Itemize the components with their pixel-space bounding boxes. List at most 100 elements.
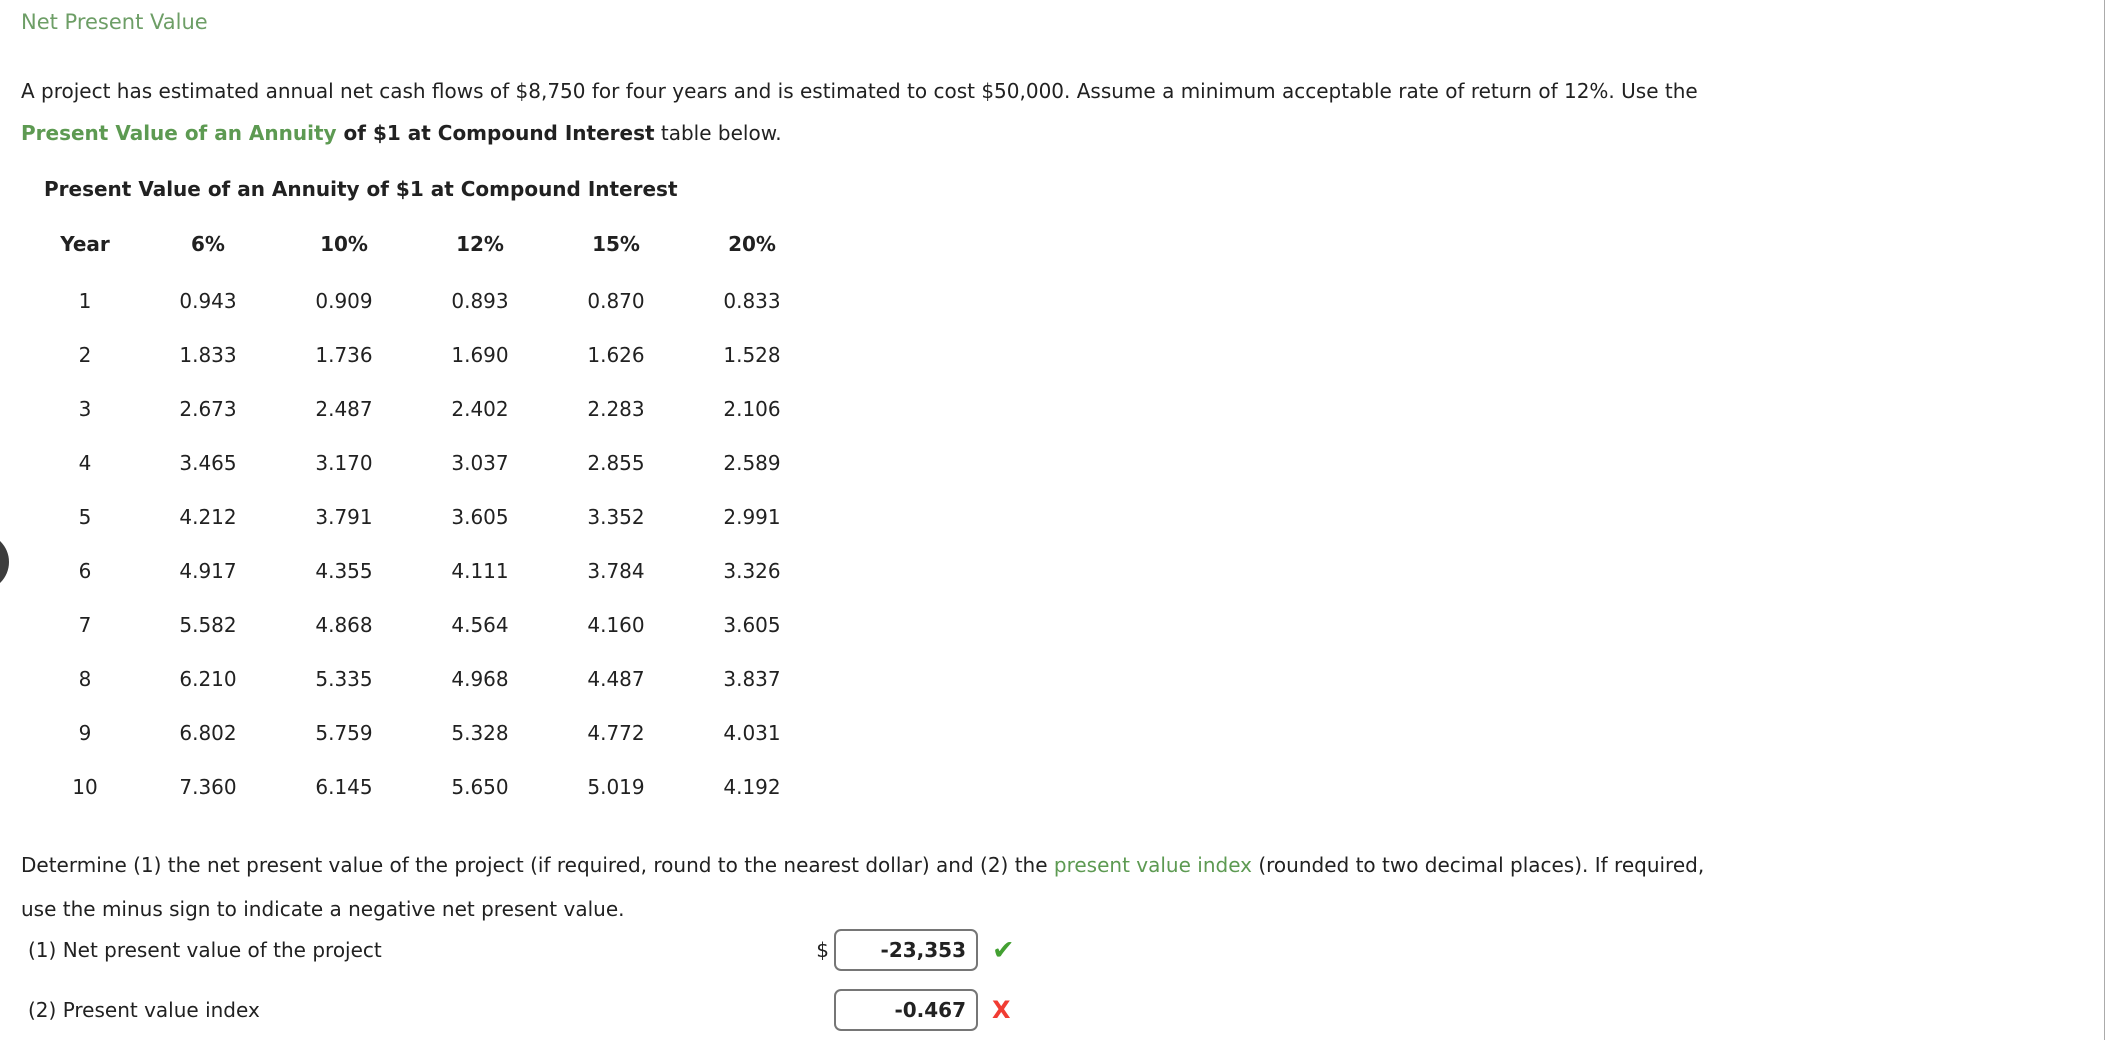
factor-cell: 4.917 bbox=[179, 559, 237, 583]
factor-cell: 4.160 bbox=[587, 613, 645, 637]
factor-cell: 3.465 bbox=[179, 451, 237, 475]
dollar-sign: $ bbox=[816, 938, 829, 962]
factor-cell: 3.037 bbox=[451, 451, 509, 475]
factor-cell: 3.326 bbox=[723, 559, 781, 583]
column-header: 15% bbox=[592, 232, 640, 256]
factor-cell: 6.210 bbox=[179, 667, 237, 691]
pvi-label: (2) Present value index bbox=[28, 998, 260, 1022]
factor-cell: 3.784 bbox=[587, 559, 645, 583]
factor-cell: 2.106 bbox=[723, 397, 781, 421]
factor-cell: 6.802 bbox=[179, 721, 237, 745]
table-row: 7 5.582 4.868 4.564 4.160 3.605 bbox=[30, 598, 820, 652]
factor-cell: 5.650 bbox=[451, 775, 509, 799]
problem-statement-line2: Present Value of an Annuity of $1 at Com… bbox=[21, 121, 782, 145]
table-below-text: table below. bbox=[654, 121, 782, 145]
correct-check-icon: ✔ bbox=[992, 934, 1015, 966]
factor-cell: 4.192 bbox=[723, 775, 781, 799]
table-title: Present Value of an Annuity of $1 at Com… bbox=[44, 177, 678, 201]
year-cell: 1 bbox=[78, 289, 92, 313]
year-cell: 10 bbox=[72, 775, 98, 799]
determine-line1: Determine (1) the net present value of t… bbox=[21, 853, 1704, 877]
table-body: 1 0.943 0.909 0.893 0.870 0.833 2 1.833 1.736 1.6… bbox=[30, 274, 820, 814]
factor-cell: 1.736 bbox=[315, 343, 373, 367]
present-value-index-link[interactable]: present value index bbox=[1053, 853, 1252, 877]
npv-label: (1) Net present value of the project bbox=[28, 938, 382, 962]
factor-cell: 4.772 bbox=[587, 721, 645, 745]
factor-cell: 4.031 bbox=[723, 721, 781, 745]
factor-cell: 0.943 bbox=[179, 289, 237, 313]
column-header: 12% bbox=[456, 232, 504, 256]
factor-cell: 0.870 bbox=[587, 289, 645, 313]
year-cell: 8 bbox=[78, 667, 92, 691]
factor-cell: 2.991 bbox=[723, 505, 781, 529]
factor-cell: 0.909 bbox=[315, 289, 373, 313]
answer-row-pvi: (2) Present value index X bbox=[28, 988, 1011, 1032]
year-cell: 9 bbox=[78, 721, 92, 745]
annuity-table-link[interactable]: Present Value of an Annuity bbox=[21, 121, 337, 145]
pv-annuity-table: Year 6% 10% 12% 15% 20% 1 0.943 0.909 0.893 0.870… bbox=[30, 214, 820, 814]
factor-cell: 4.564 bbox=[451, 613, 509, 637]
factor-cell: 2.487 bbox=[315, 397, 373, 421]
npv-input[interactable] bbox=[834, 929, 978, 971]
edge-nav-button[interactable] bbox=[0, 533, 9, 591]
problem-statement-line1: A project has estimated annual net cash … bbox=[21, 79, 1698, 103]
year-cell: 5 bbox=[78, 505, 92, 529]
factor-cell: 3.791 bbox=[315, 505, 373, 529]
incorrect-x-icon: X bbox=[992, 996, 1011, 1024]
table-row: 3 2.673 2.487 2.402 2.283 2.106 bbox=[30, 382, 820, 436]
table-row: 4 3.465 3.170 3.037 2.855 2.589 bbox=[30, 436, 820, 490]
column-header: 6% bbox=[191, 232, 225, 256]
factor-cell: 1.528 bbox=[723, 343, 781, 367]
factor-cell: 5.582 bbox=[179, 613, 237, 637]
determine-line2: use the minus sign to indicate a negativ… bbox=[21, 897, 625, 921]
factor-cell: 2.855 bbox=[587, 451, 645, 475]
factor-cell: 3.170 bbox=[315, 451, 373, 475]
year-cell: 4 bbox=[78, 451, 92, 475]
determine-text-b: (rounded to two decimal places). If requ… bbox=[1251, 853, 1705, 877]
factor-cell: 5.759 bbox=[315, 721, 373, 745]
table-row: 1 0.943 0.909 0.893 0.870 0.833 bbox=[30, 274, 820, 328]
problem-statement: A project has estimated annual net cash … bbox=[21, 70, 1698, 154]
factor-cell: 3.605 bbox=[723, 613, 781, 637]
factor-cell: 3.837 bbox=[723, 667, 781, 691]
factor-cell: 4.487 bbox=[587, 667, 645, 691]
factor-cell: 2.283 bbox=[587, 397, 645, 421]
column-header: 10% bbox=[320, 232, 368, 256]
factor-cell: 2.589 bbox=[723, 451, 781, 475]
factor-cell: 4.868 bbox=[315, 613, 373, 637]
table-header-row: Year 6% 10% 12% 15% 20% bbox=[30, 214, 820, 274]
panel-divider bbox=[2104, 0, 2105, 1040]
factor-cell: 6.145 bbox=[315, 775, 373, 799]
table-row: 6 4.917 4.355 4.111 3.784 3.326 bbox=[30, 544, 820, 598]
factor-cell: 3.605 bbox=[451, 505, 509, 529]
factor-cell: 4.355 bbox=[315, 559, 373, 583]
year-cell: 3 bbox=[78, 397, 92, 421]
factor-cell: 5.019 bbox=[587, 775, 645, 799]
bold-table-name: of $1 at Compound Interest bbox=[336, 121, 655, 145]
factor-cell: 0.893 bbox=[451, 289, 509, 313]
determine-instructions: Determine (1) the net present value of t… bbox=[21, 843, 1704, 931]
answer-row-npv: (1) Net present value of the project $ ✔ bbox=[28, 928, 1015, 972]
year-cell: 7 bbox=[78, 613, 92, 637]
factor-cell: 7.360 bbox=[179, 775, 237, 799]
factor-cell: 4.111 bbox=[451, 559, 509, 583]
factor-cell: 5.328 bbox=[451, 721, 509, 745]
factor-cell: 4.212 bbox=[179, 505, 237, 529]
table-row: 5 4.212 3.791 3.605 3.352 2.991 bbox=[30, 490, 820, 544]
column-header: 20% bbox=[728, 232, 776, 256]
table-row: 8 6.210 5.335 4.968 4.487 3.837 bbox=[30, 652, 820, 706]
factor-cell: 1.833 bbox=[179, 343, 237, 367]
factor-cell: 5.335 bbox=[315, 667, 373, 691]
factor-cell: 1.626 bbox=[587, 343, 645, 367]
page-title: Net Present Value bbox=[21, 10, 208, 34]
factor-cell: 2.402 bbox=[451, 397, 509, 421]
pvi-input[interactable] bbox=[834, 989, 978, 1031]
table-row: 9 6.802 5.759 5.328 4.772 4.031 bbox=[30, 706, 820, 760]
table-row: 2 1.833 1.736 1.690 1.626 1.528 bbox=[30, 328, 820, 382]
year-cell: 6 bbox=[78, 559, 92, 583]
factor-cell: 3.352 bbox=[587, 505, 645, 529]
year-cell: 2 bbox=[78, 343, 92, 367]
table-row: 10 7.360 6.145 5.650 5.019 4.192 bbox=[30, 760, 820, 814]
factor-cell: 2.673 bbox=[179, 397, 237, 421]
